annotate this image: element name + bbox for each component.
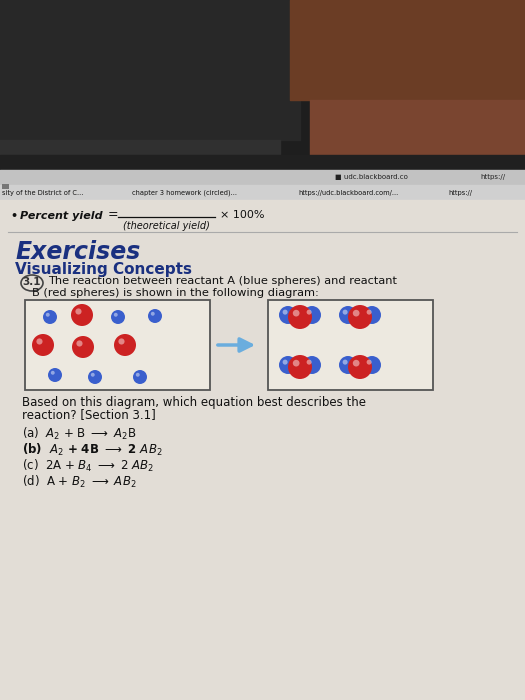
Circle shape (32, 334, 54, 356)
Circle shape (36, 338, 43, 344)
Circle shape (43, 310, 57, 324)
Circle shape (288, 305, 312, 329)
Circle shape (348, 355, 372, 379)
Text: (theoretical yield): (theoretical yield) (123, 221, 210, 231)
Text: (d)  A + $B_2$ $\longrightarrow$ $AB_2$: (d) A + $B_2$ $\longrightarrow$ $AB_2$ (22, 474, 136, 490)
Text: reaction? [Section 3.1]: reaction? [Section 3.1] (22, 408, 156, 421)
Circle shape (114, 334, 136, 356)
Circle shape (363, 356, 381, 374)
Circle shape (76, 309, 81, 314)
Circle shape (111, 310, 125, 324)
Circle shape (279, 356, 297, 374)
Circle shape (339, 306, 357, 324)
Circle shape (343, 309, 348, 314)
Text: Exercises: Exercises (15, 240, 140, 264)
Circle shape (91, 373, 94, 377)
Circle shape (133, 370, 147, 384)
Circle shape (343, 360, 348, 365)
Circle shape (282, 309, 288, 314)
Circle shape (303, 306, 321, 324)
Text: https://udc.blackboard.com/...: https://udc.blackboard.com/... (298, 190, 398, 196)
FancyBboxPatch shape (25, 300, 210, 390)
Circle shape (48, 368, 62, 382)
Bar (2, 184, 9, 189)
Circle shape (366, 360, 372, 365)
Circle shape (307, 309, 312, 314)
Circle shape (77, 340, 82, 346)
Text: https://: https:// (480, 174, 505, 181)
Circle shape (279, 306, 297, 324)
Circle shape (366, 309, 372, 314)
Circle shape (282, 360, 288, 365)
Text: chapter 3 homework (circled)...: chapter 3 homework (circled)... (132, 190, 237, 196)
Text: B (red spheres) is shown in the following diagram:: B (red spheres) is shown in the followin… (32, 288, 319, 298)
Text: ■ udc.blackboard.co: ■ udc.blackboard.co (335, 174, 408, 181)
Circle shape (51, 371, 55, 374)
Circle shape (46, 313, 50, 316)
Circle shape (288, 355, 312, 379)
Text: (a)  $A_2$ + B $\longrightarrow$ $A_2$B: (a) $A_2$ + B $\longrightarrow$ $A_2$B (22, 426, 136, 442)
Text: Visualizing Concepts: Visualizing Concepts (15, 262, 192, 277)
Circle shape (353, 310, 360, 316)
FancyBboxPatch shape (268, 300, 433, 390)
Circle shape (339, 356, 357, 374)
Text: × 100%: × 100% (220, 210, 265, 220)
Text: •: • (10, 211, 17, 221)
Circle shape (293, 360, 300, 367)
Text: =: = (108, 209, 119, 221)
Text: Percent yield: Percent yield (20, 211, 102, 221)
Circle shape (293, 310, 300, 316)
Text: sity of the District of C...: sity of the District of C... (2, 190, 83, 196)
Circle shape (72, 336, 94, 358)
Text: 3.1: 3.1 (23, 277, 41, 287)
Text: The reaction between reactant A (blue spheres) and reactant: The reaction between reactant A (blue sp… (48, 276, 397, 286)
Circle shape (136, 373, 140, 377)
Circle shape (303, 356, 321, 374)
Text: https://: https:// (448, 190, 472, 196)
Circle shape (119, 338, 124, 344)
Circle shape (71, 304, 93, 326)
Circle shape (353, 360, 360, 367)
Circle shape (114, 313, 118, 316)
Circle shape (151, 312, 155, 316)
Circle shape (148, 309, 162, 323)
Text: Based on this diagram, which equation best describes the: Based on this diagram, which equation be… (22, 396, 366, 409)
Text: (b)  $A_2$ + 4B $\longrightarrow$ 2 $AB_2$: (b) $A_2$ + 4B $\longrightarrow$ 2 $AB_2… (22, 442, 163, 458)
Circle shape (363, 306, 381, 324)
Circle shape (348, 305, 372, 329)
Circle shape (307, 360, 312, 365)
Text: (c)  2A + $B_4$ $\longrightarrow$ 2 $AB_2$: (c) 2A + $B_4$ $\longrightarrow$ 2 $AB_2… (22, 458, 154, 474)
Circle shape (88, 370, 102, 384)
